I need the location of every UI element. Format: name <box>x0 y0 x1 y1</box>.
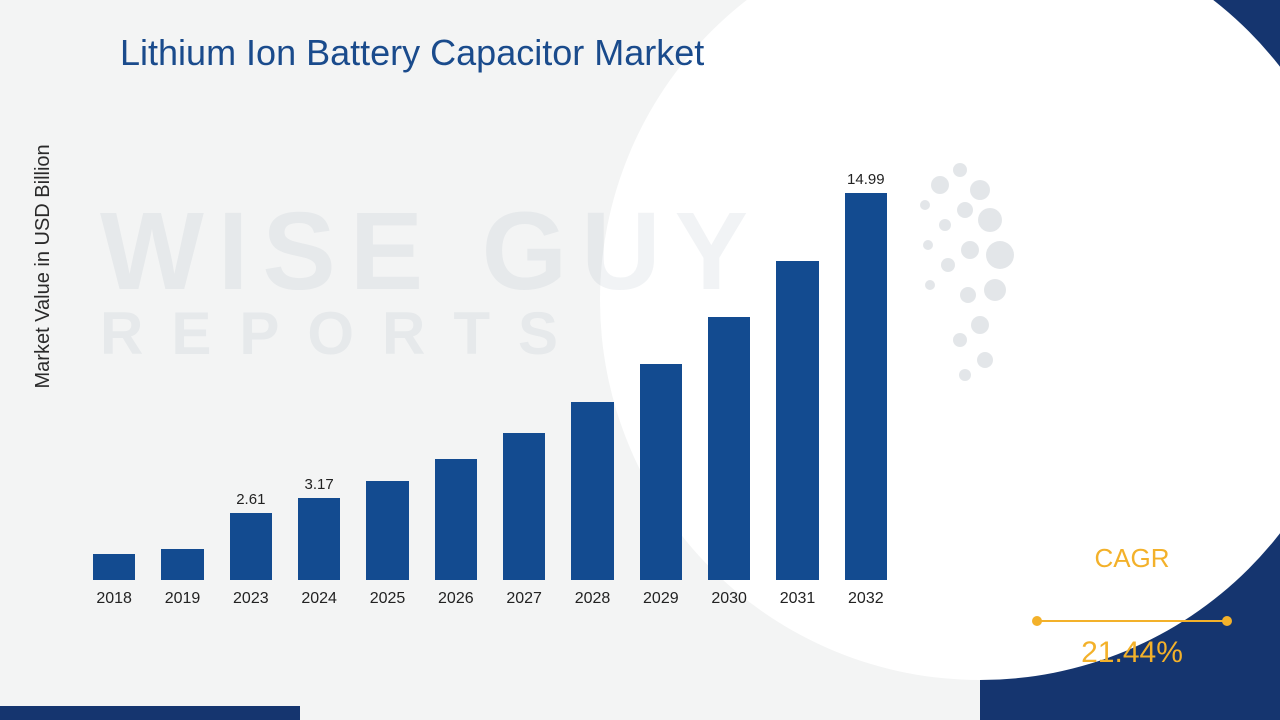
x-tick-label: 2018 <box>80 590 148 608</box>
x-tick-label: 2025 <box>353 590 421 608</box>
brand-logo: WISE GUY R E P O R T S <box>990 28 1250 94</box>
bar <box>776 261 818 580</box>
cagr-value: 21.44% <box>1012 636 1252 670</box>
cagr-years: (2019-2032) <box>1012 576 1252 602</box>
bar <box>435 459 477 580</box>
cagr-divider <box>1037 620 1227 622</box>
x-tick-label: 2029 <box>627 590 695 608</box>
x-tick-label: 2019 <box>148 590 216 608</box>
cagr-block: CAGR (2019-2032) 21.44% <box>1012 543 1252 670</box>
x-tick-label: 2031 <box>763 590 831 608</box>
bar-value-label: 3.17 <box>298 476 340 493</box>
bar <box>93 554 135 580</box>
bar <box>708 317 750 580</box>
cagr-label: CAGR <box>1012 543 1252 574</box>
brand-subtitle: R E P O R T S <box>990 60 1188 94</box>
x-tick-label: 2023 <box>217 590 285 608</box>
bar-value-label: 2.61 <box>230 491 272 508</box>
bars-container: 201820192.6120233.1720242025202620272028… <box>80 180 900 580</box>
bar <box>503 433 545 580</box>
bar: 2.61 <box>230 513 272 580</box>
bottom-accent-strip <box>0 706 300 720</box>
x-tick-label: 2027 <box>490 590 558 608</box>
bar <box>640 364 682 580</box>
x-tick-label: 2030 <box>695 590 763 608</box>
x-tick-label: 2028 <box>558 590 626 608</box>
x-tick-label: 2032 <box>832 590 900 608</box>
head-silhouette-icon <box>830 150 1030 410</box>
brand-head-icon <box>1190 24 1254 104</box>
x-tick-label: 2024 <box>285 590 353 608</box>
bar <box>571 402 613 580</box>
bar: 3.17 <box>298 498 340 580</box>
x-tick-label: 2026 <box>422 590 490 608</box>
brand-name: WISE GUY <box>990 28 1188 62</box>
page-root: Lithium Ion Battery Capacitor Market WIS… <box>0 0 1280 720</box>
chart-title: Lithium Ion Battery Capacitor Market <box>120 32 760 73</box>
bar <box>366 481 408 580</box>
plot-area: 201820192.6120233.1720242025202620272028… <box>80 180 900 580</box>
bar <box>161 549 203 580</box>
y-axis-label: Market Value in USD Billion <box>32 144 55 388</box>
